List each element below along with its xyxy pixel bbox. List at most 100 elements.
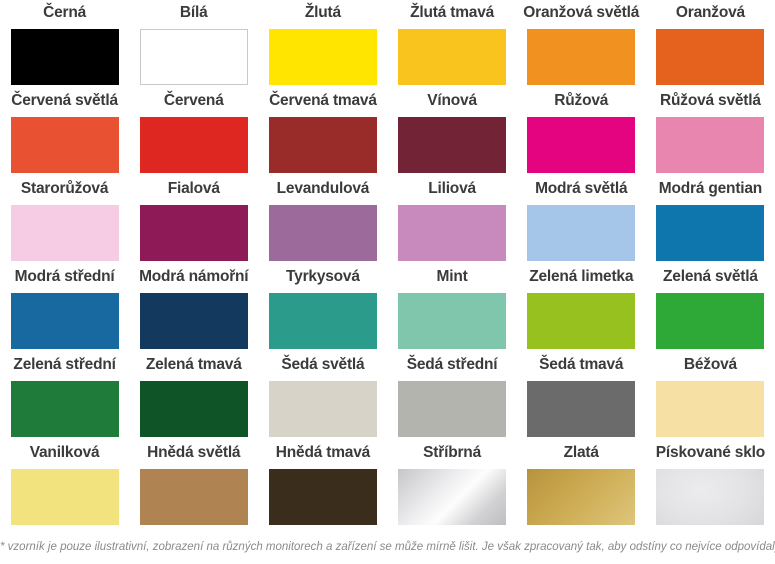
- color-swatch: [268, 469, 377, 525]
- swatch-cell: Starorůžová: [0, 177, 129, 265]
- color-swatch: [398, 381, 507, 437]
- color-swatch: [268, 205, 377, 261]
- swatch-label: Oranžová světlá: [523, 4, 640, 21]
- color-swatch: [656, 117, 765, 173]
- color-swatch: [139, 381, 248, 437]
- swatch-cell: Bílá: [129, 1, 258, 89]
- swatch-cell: Stříbrná: [388, 441, 517, 529]
- swatch-cell: Modrá gentian: [646, 177, 775, 265]
- color-swatch: [527, 117, 636, 173]
- color-swatch: [656, 205, 765, 261]
- swatch-label: Zlatá: [563, 444, 599, 461]
- swatch-cell: Šedá tmavá: [517, 353, 646, 441]
- swatch-label: Žlutá tmavá: [410, 4, 495, 21]
- swatch-label: Hnědá světlá: [147, 444, 241, 461]
- swatch-cell: Modrá námořní: [129, 265, 258, 353]
- swatch-cell: Béžová: [646, 353, 775, 441]
- swatch-cell: Oranžová: [646, 1, 775, 89]
- swatch-label: Černá: [43, 4, 87, 21]
- swatch-cell: Levandulová: [258, 177, 387, 265]
- swatch-cell: Žlutá: [258, 1, 387, 89]
- swatch-label: Pískované sklo: [655, 444, 766, 461]
- color-swatch: [10, 293, 119, 349]
- swatch-label: Šedá tmavá: [539, 356, 624, 373]
- color-swatch: [398, 469, 507, 525]
- color-swatch: [398, 205, 507, 261]
- swatch-label: Starorůžová: [20, 180, 109, 197]
- swatch-cell: Vínová: [388, 89, 517, 177]
- swatch-label: Hnědá tmavá: [275, 444, 371, 461]
- swatch-label: Stříbrná: [423, 444, 481, 461]
- color-swatch: [656, 29, 765, 85]
- swatch-cell: Červená tmavá: [258, 89, 387, 177]
- swatch-cell: Liliová: [388, 177, 517, 265]
- color-swatch: [10, 205, 119, 261]
- color-swatch: [656, 381, 765, 437]
- swatch-label: Modrá střední: [14, 268, 115, 285]
- swatch-label: Oranžová: [675, 4, 745, 21]
- color-swatch: [656, 293, 765, 349]
- swatch-label: Červená tmavá: [269, 92, 377, 109]
- swatch-cell: Pískované sklo: [646, 441, 775, 529]
- swatch-label: Mint: [436, 268, 468, 285]
- swatch-label: Vínová: [427, 92, 477, 109]
- color-swatch: [398, 293, 507, 349]
- swatch-cell: Modrá střední: [0, 265, 129, 353]
- swatch-label: Modrá námořní: [139, 268, 249, 285]
- swatch-cell: Zlatá: [517, 441, 646, 529]
- swatch-label: Červená: [163, 92, 224, 109]
- swatch-cell: Fialová: [129, 177, 258, 265]
- color-swatch: [10, 469, 119, 525]
- color-swatch: [527, 205, 636, 261]
- swatch-label: Červená světlá: [11, 92, 118, 109]
- color-swatch: [10, 117, 119, 173]
- swatch-cell: Vanilková: [0, 441, 129, 529]
- color-swatch: [268, 381, 377, 437]
- swatch-label: Šedá střední: [406, 356, 498, 373]
- swatch-cell: Černá: [0, 1, 129, 89]
- color-swatch: [398, 29, 507, 85]
- swatch-cell: Hnědá světlá: [129, 441, 258, 529]
- swatch-label: Modrá gentian: [658, 180, 763, 197]
- color-swatch: [398, 117, 507, 173]
- swatch-label: Zelená tmavá: [145, 356, 242, 373]
- swatch-cell: Hnědá tmavá: [258, 441, 387, 529]
- swatch-cell: Zelená střední: [0, 353, 129, 441]
- swatch-cell: Tyrkysová: [258, 265, 387, 353]
- color-swatch: [139, 205, 248, 261]
- color-swatch: [268, 117, 377, 173]
- color-swatch: [268, 29, 377, 85]
- swatch-cell: Zelená světlá: [646, 265, 775, 353]
- color-swatch: [139, 469, 248, 525]
- swatch-cell: Mint: [388, 265, 517, 353]
- color-swatch: [139, 29, 248, 85]
- swatch-cell: Šedá střední: [388, 353, 517, 441]
- swatch-label: Modrá světlá: [535, 180, 628, 197]
- color-swatch: [139, 293, 248, 349]
- disclaimer-footnote: * vzorník je pouze ilustrativní, zobraze…: [0, 541, 775, 553]
- swatch-label: Růžová: [554, 92, 609, 109]
- color-swatch: [10, 381, 119, 437]
- swatch-label: Bílá: [179, 4, 208, 21]
- swatch-label: Zelená světlá: [663, 268, 758, 285]
- color-swatch: [527, 29, 636, 85]
- color-swatch: [527, 381, 636, 437]
- swatch-cell: Růžová: [517, 89, 646, 177]
- color-swatch-grid: Černá Bílá Žlutá Žlutá tmavá Oranžová světlá…: [0, 1, 775, 529]
- swatch-label: Zelená střední: [13, 356, 116, 373]
- swatch-label: Fialová: [167, 180, 220, 197]
- swatch-cell: Růžová světlá: [646, 89, 775, 177]
- swatch-label: Růžová světlá: [660, 92, 761, 109]
- color-swatch: [139, 117, 248, 173]
- swatch-cell: Červená světlá: [0, 89, 129, 177]
- swatch-label: Vanilková: [29, 444, 100, 461]
- swatch-cell: Zelená tmavá: [129, 353, 258, 441]
- swatch-cell: Šedá světlá: [258, 353, 387, 441]
- swatch-cell: Červená: [129, 89, 258, 177]
- swatch-label: Šedá světlá: [281, 356, 365, 373]
- color-swatch: [268, 293, 377, 349]
- color-swatch: [656, 469, 765, 525]
- swatch-cell: Oranžová světlá: [517, 1, 646, 89]
- swatch-label: Žlutá: [304, 4, 341, 21]
- swatch-label: Tyrkysová: [286, 268, 360, 285]
